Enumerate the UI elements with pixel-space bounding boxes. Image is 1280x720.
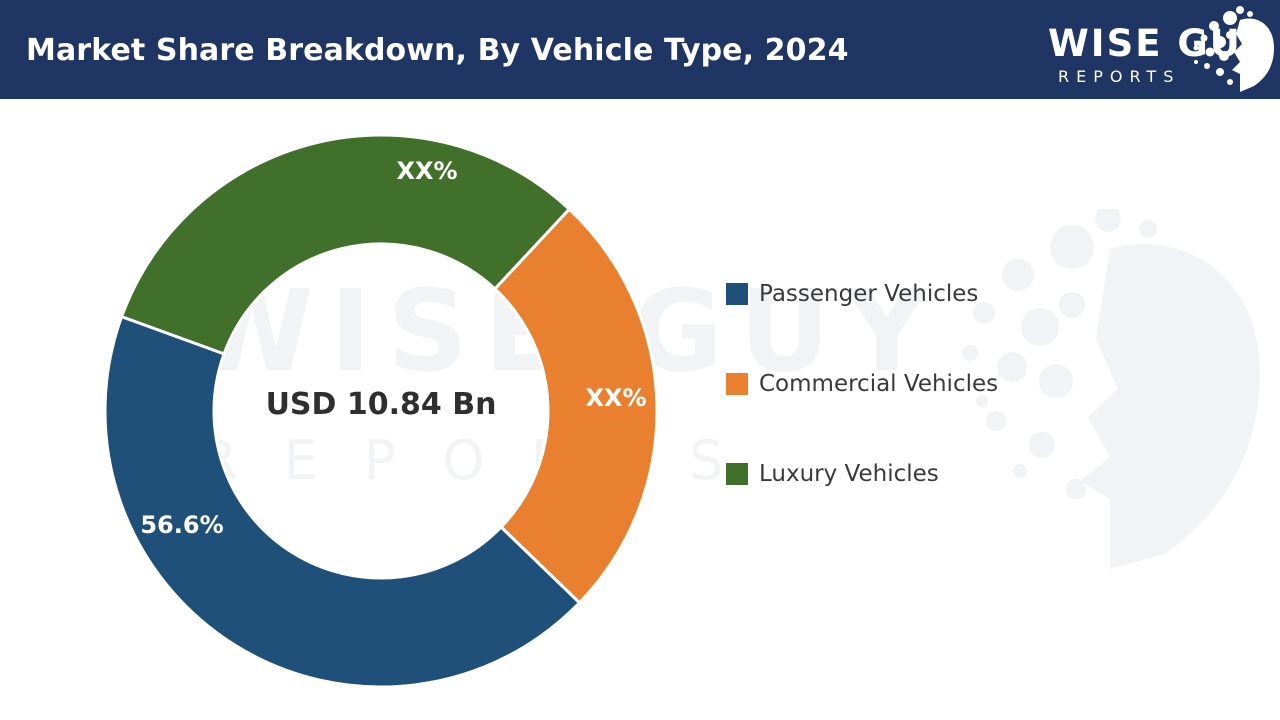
page-title: Market Share Breakdown, By Vehicle Type,… — [26, 33, 849, 68]
logo-wordmark: WISE GUY REPORTS — [1048, 22, 1271, 86]
header-bar: Market Share Breakdown, By Vehicle Type,… — [0, 0, 1280, 99]
legend-item-passenger-vehicles[interactable]: Passenger Vehicles — [726, 249, 1156, 339]
legend-swatch-commercial-vehicles — [726, 373, 748, 395]
pie-slice-commercial-vehicles[interactable] — [492, 207, 659, 605]
legend-label-luxury-vehicles: Luxury Vehicles — [759, 461, 939, 487]
legend-label-passenger-vehicles: Passenger Vehicles — [759, 281, 979, 307]
pie-slice-passenger-vehicles[interactable] — [103, 314, 582, 689]
donut-chart: 56.6% XX% XX% — [103, 133, 659, 689]
slice-label-commercial-vehicles: XX% — [585, 384, 646, 412]
slice-label-luxury-vehicles: XX% — [396, 157, 457, 185]
legend-item-commercial-vehicles[interactable]: Commercial Vehicles — [726, 339, 1156, 429]
legend-item-luxury-vehicles[interactable]: Luxury Vehicles — [726, 429, 1156, 519]
pie-slice-luxury-vehicles[interactable] — [119, 133, 572, 356]
logo-line2: REPORTS — [1058, 67, 1180, 86]
dotted-head-silhouette-icon — [1193, 6, 1274, 92]
logo-line1: WISE GUY — [1048, 22, 1271, 65]
legend-swatch-luxury-vehicles — [726, 463, 748, 485]
donut-slice-labels: 56.6% XX% XX% — [140, 157, 646, 539]
brand-logo-svg: WISE GUY REPORTS — [1048, 6, 1274, 92]
legend-swatch-passenger-vehicles — [726, 283, 748, 305]
donut-slices — [103, 133, 659, 689]
donut-center-value: USD 10.84 Bn — [265, 387, 497, 422]
legend-label-commercial-vehicles: Commercial Vehicles — [759, 371, 999, 397]
chart-legend: Passenger Vehicles Commercial Vehicles L… — [726, 249, 1156, 519]
chart-body: WISE GUY REPORTS — [0, 99, 1280, 720]
slice-label-passenger-vehicles: 56.6% — [140, 511, 223, 539]
brand-logo: WISE GUY REPORTS — [1044, 4, 1274, 96]
